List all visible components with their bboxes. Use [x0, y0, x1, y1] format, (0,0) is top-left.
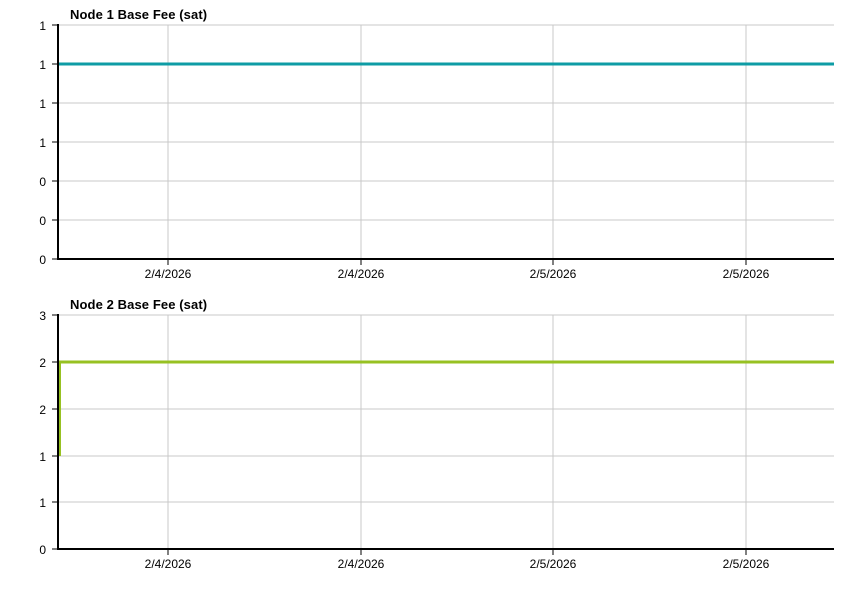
y-tick-label: 1: [39, 450, 46, 464]
x-tick-label: 2/5/2026: [530, 557, 577, 571]
y-tick-label: 2: [39, 356, 46, 370]
y-tick-label: 0: [39, 543, 46, 557]
y-tick-label: 1: [39, 58, 46, 72]
x-tick-label: 2/4/2026: [145, 557, 192, 571]
series-line-node-2: [58, 360, 834, 456]
x-tickmarks-node-2: [167, 549, 747, 555]
y-tick-label: 1: [39, 97, 46, 111]
x-tick-label: 2/4/2026: [338, 267, 385, 281]
x-tick-label: 2/4/2026: [338, 557, 385, 571]
y-tick-label: 3: [39, 309, 46, 323]
y-tick-label: 1: [39, 19, 46, 33]
chart-panel-node-2: Node 2 Base Fee (sat): [0, 290, 860, 580]
y-tick-label: 1: [39, 136, 46, 150]
chart-title-node-2: Node 2 Base Fee (sat): [70, 297, 208, 312]
y-tick-label: 2: [39, 403, 46, 417]
chart-plot-node-2: 3 2 2 1 1 0 2/4/2026 2/4/2026 2/5/2026 2…: [39, 309, 834, 571]
y-tick-label: 0: [39, 214, 46, 228]
chart-panel-node-1: Node 1 Base Fee (sat): [0, 0, 860, 290]
x-tick-label: 2/5/2026: [723, 267, 770, 281]
x-tick-label: 2/5/2026: [723, 557, 770, 571]
gridlines-node-1: [58, 24, 834, 221]
x-tick-label: 2/5/2026: [530, 267, 577, 281]
y-tick-label: 0: [39, 253, 46, 267]
chart-title-node-1: Node 1 Base Fee (sat): [70, 7, 208, 22]
x-tick-label: 2/4/2026: [145, 267, 192, 281]
vertical-gridlines-node-2: [167, 315, 747, 549]
chart-plot-node-1: 1 1 1 1 0 0 0 2/4/2026 2/4/2026 2/5/2026…: [39, 19, 834, 281]
x-tickmarks-node-1: [167, 259, 747, 265]
y-tickmarks-node-2: [52, 314, 58, 550]
y-tickmarks-node-1: [52, 24, 58, 260]
y-tick-label: 0: [39, 175, 46, 189]
y-tick-label: 1: [39, 496, 46, 510]
gridlines-node-2: [58, 314, 834, 503]
